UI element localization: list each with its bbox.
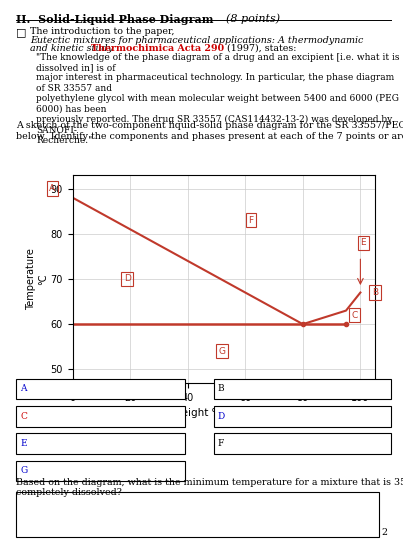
Text: B: B — [372, 288, 378, 297]
Text: and kinetic study: and kinetic study — [30, 44, 116, 53]
Text: (1997), states:: (1997), states: — [224, 44, 296, 53]
Text: □: □ — [16, 27, 27, 37]
Text: D: D — [124, 275, 131, 283]
Text: II.  Solid-Liquid Phase Diagram: II. Solid-Liquid Phase Diagram — [16, 14, 214, 25]
Text: F: F — [218, 439, 224, 448]
Text: 2: 2 — [381, 528, 387, 537]
Text: The introduction to the paper,: The introduction to the paper, — [30, 27, 178, 36]
Text: Eutectic mixtures for pharmaceutical applications: A thermodynamic: Eutectic mixtures for pharmaceutical app… — [30, 36, 364, 45]
Text: (8 points): (8 points) — [226, 14, 280, 24]
Text: "The knowledge of the phase diagram of a drug and an excipient [i.e. what it is : "The knowledge of the phase diagram of a… — [36, 53, 400, 145]
Text: A sketch of the two-component liquid-solid phase diagram for the SR 33557/PEG 60: A sketch of the two-component liquid-sol… — [16, 121, 403, 141]
Y-axis label: Temperature
°C: Temperature °C — [26, 248, 48, 310]
Text: B: B — [218, 385, 224, 393]
Text: C: C — [351, 311, 358, 319]
Text: E: E — [20, 439, 27, 448]
Text: Thermochimica Acta 290: Thermochimica Acta 290 — [91, 44, 224, 53]
Text: D: D — [218, 412, 225, 421]
Text: Based on the diagram, what is the minimum temperature for a mixture that is 35% : Based on the diagram, what is the minimu… — [16, 478, 403, 497]
Text: F: F — [248, 216, 253, 225]
Text: E: E — [360, 238, 366, 247]
Text: C: C — [20, 412, 27, 421]
X-axis label: Weight % PEG 6000: Weight % PEG 6000 — [172, 408, 275, 418]
Text: A: A — [49, 184, 56, 193]
Text: A: A — [20, 385, 27, 393]
Text: G: G — [219, 347, 226, 356]
Text: G: G — [20, 467, 27, 475]
